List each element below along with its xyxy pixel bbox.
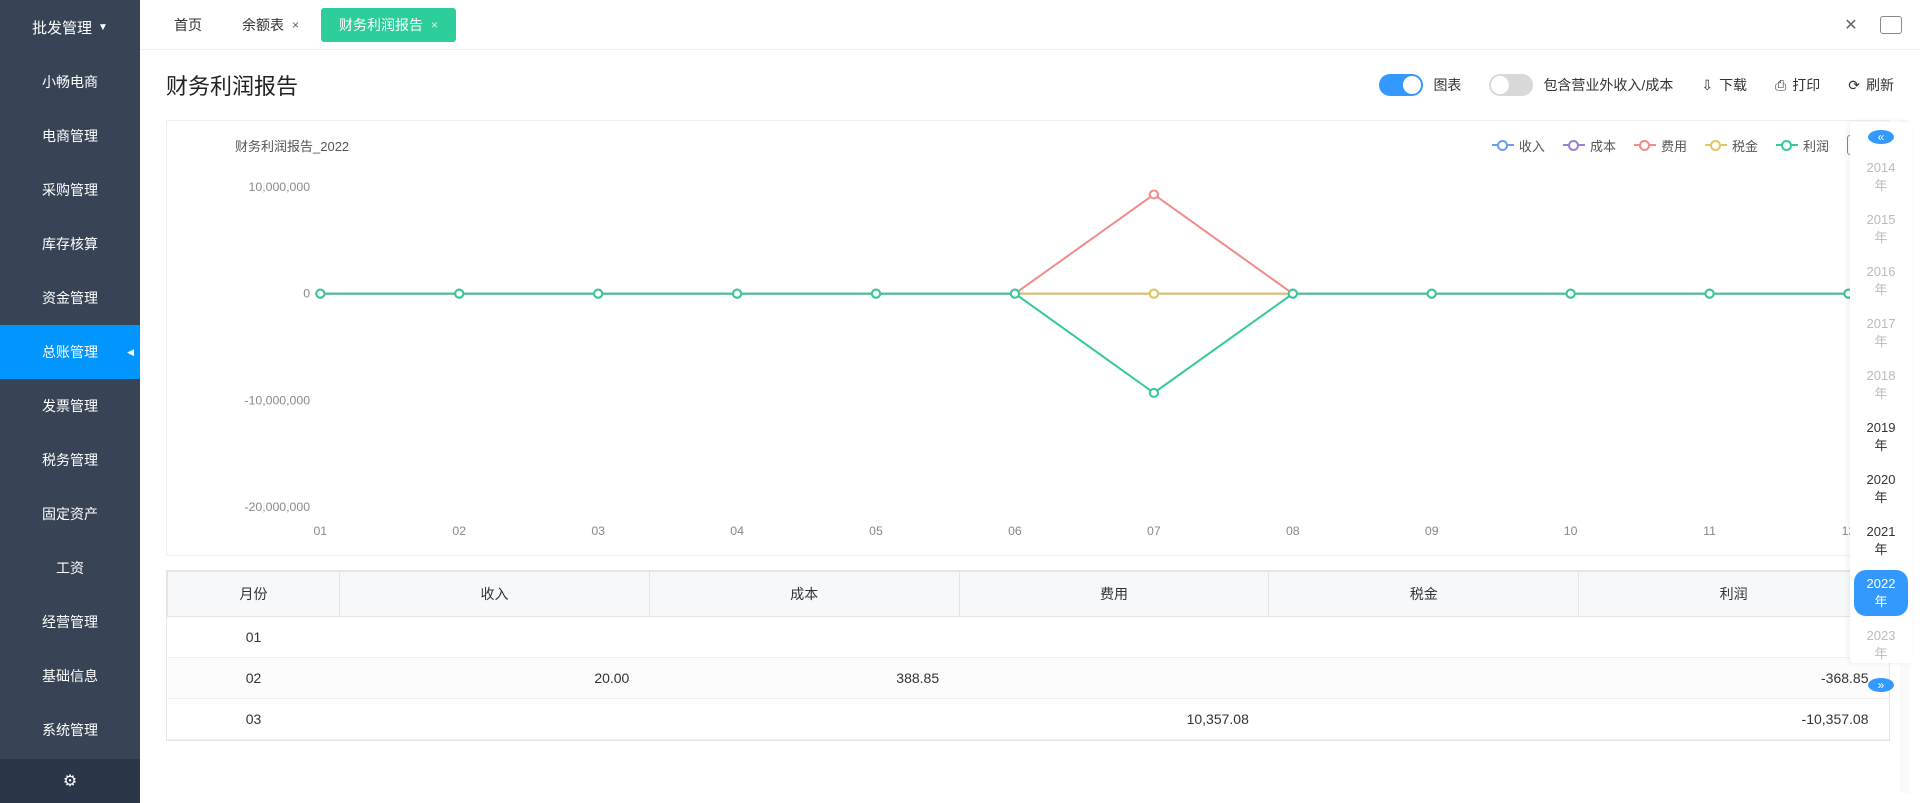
svg-text:10,000,000: 10,000,000 bbox=[249, 180, 311, 194]
table-row: 0310,357.08-10,357.08 bbox=[168, 699, 1889, 740]
year-rail: « 2014年 2015年 2016年 2017年 2018年 2019年 2020年 202… bbox=[1850, 122, 1912, 663]
year-item: 2014年 bbox=[1854, 154, 1908, 200]
chart-title: 财务利润报告_2022 bbox=[235, 136, 349, 155]
sidebar-item[interactable]: 税务管理 bbox=[0, 433, 140, 487]
toggle-chart-label: 图表 bbox=[1433, 75, 1461, 95]
svg-text:03: 03 bbox=[591, 524, 605, 538]
svg-text:11: 11 bbox=[1703, 524, 1716, 538]
page-title: 财务利润报告 bbox=[166, 69, 298, 101]
svg-text:04: 04 bbox=[730, 524, 744, 538]
sidebar-item[interactable]: 固定资产 bbox=[0, 487, 140, 541]
tabs-bar: 首页余额表×财务利润报告× ✕ bbox=[140, 0, 1920, 50]
sidebar-item[interactable]: 工资 bbox=[0, 541, 140, 595]
svg-text:07: 07 bbox=[1147, 524, 1161, 538]
table-row: 0220.00388.85-368.85 bbox=[168, 658, 1889, 699]
sidebar-header-label: 批发管理 bbox=[32, 17, 92, 38]
year-item: 2017年 bbox=[1854, 310, 1908, 356]
chart-svg: -20,000,000 -10,000,000 0 10,000,000 01 02 03 0… bbox=[187, 167, 1869, 547]
sidebar-header[interactable]: 批发管理 ▼ bbox=[0, 0, 140, 55]
legend-item[interactable]: 收入 bbox=[1492, 136, 1545, 155]
svg-text:-20,000,000: -20,000,000 bbox=[244, 500, 310, 514]
svg-text:08: 08 bbox=[1286, 524, 1300, 538]
svg-text:0: 0 bbox=[303, 287, 310, 301]
legend-marker-icon bbox=[1492, 141, 1514, 149]
data-table: 月份收入成本费用税金利润010220.00388.85-368.850310,3… bbox=[166, 570, 1890, 741]
legend-marker-icon bbox=[1634, 141, 1656, 149]
tab[interactable]: 首页 bbox=[156, 8, 220, 42]
sidebar-item[interactable]: 总账管理 bbox=[0, 325, 140, 379]
year-rail-up-button[interactable]: « bbox=[1868, 130, 1894, 144]
svg-text:06: 06 bbox=[1008, 524, 1022, 538]
toggle-chart[interactable] bbox=[1379, 74, 1423, 96]
tab-close-icon[interactable]: × bbox=[292, 18, 299, 32]
gear-icon[interactable]: ⚙ bbox=[63, 771, 77, 791]
download-icon: ⇩ bbox=[1701, 77, 1713, 94]
legend-marker-icon bbox=[1776, 141, 1798, 149]
legend-marker-icon bbox=[1705, 141, 1727, 149]
svg-text:-10,000,000: -10,000,000 bbox=[244, 393, 310, 407]
sidebar-item[interactable]: 资金管理 bbox=[0, 271, 140, 325]
close-tab-button[interactable]: ✕ bbox=[1838, 12, 1864, 38]
sidebar-item[interactable]: 小畅电商 bbox=[0, 55, 140, 109]
toggle-extra-income[interactable] bbox=[1489, 74, 1533, 96]
svg-text:02: 02 bbox=[452, 524, 466, 538]
legend-item[interactable]: 利润 bbox=[1776, 136, 1829, 155]
year-item: 2016年 bbox=[1854, 258, 1908, 304]
legend-item[interactable]: 成本 bbox=[1563, 136, 1616, 155]
sidebar-item[interactable]: 采购管理 bbox=[0, 163, 140, 217]
tab[interactable]: 财务利润报告× bbox=[321, 8, 456, 42]
tab[interactable]: 余额表× bbox=[224, 8, 317, 42]
sidebar: 批发管理 ▼ 小畅电商电商管理采购管理库存核算资金管理总账管理发票管理税务管理固… bbox=[0, 0, 140, 803]
table-header: 费用 bbox=[959, 572, 1269, 617]
sidebar-item[interactable]: 经营管理 bbox=[0, 595, 140, 649]
svg-text:01: 01 bbox=[313, 524, 327, 538]
sidebar-item[interactable]: 库存核算 bbox=[0, 217, 140, 271]
year-item: 2018年 bbox=[1854, 362, 1908, 408]
chart-panel: 财务利润报告_2022 收入成本费用税金利润💾 -20,000,000-10,0… bbox=[166, 120, 1890, 556]
legend-marker-icon bbox=[1563, 141, 1585, 149]
table-header: 收入 bbox=[340, 572, 650, 617]
year-item[interactable]: 2021年 bbox=[1854, 518, 1908, 564]
year-item: 2023年 bbox=[1854, 622, 1908, 668]
print-button[interactable]: ⎙ 打印 bbox=[1775, 75, 1820, 95]
sidebar-item[interactable]: 系统管理 bbox=[0, 703, 140, 757]
tab-close-icon[interactable]: × bbox=[431, 18, 438, 32]
sidebar-item[interactable]: 基础信息 bbox=[0, 649, 140, 703]
svg-text:10: 10 bbox=[1564, 524, 1578, 538]
table-row: 01 bbox=[168, 617, 1889, 658]
refresh-button[interactable]: ⟳ 刷新 bbox=[1848, 75, 1894, 95]
main-area: 首页余额表×财务利润报告× ✕ 财务利润报告 图表 包含营业外收入/成本 bbox=[140, 0, 1920, 803]
sidebar-footer: ⚙ bbox=[0, 759, 140, 803]
legend-item[interactable]: 费用 bbox=[1634, 136, 1687, 155]
legend-item[interactable]: 税金 bbox=[1705, 136, 1758, 155]
svg-text:09: 09 bbox=[1425, 524, 1439, 538]
page-header: 财务利润报告 图表 包含营业外收入/成本 ⇩ 下载 ⎙ 打印 bbox=[140, 50, 1920, 120]
print-icon: ⎙ bbox=[1775, 77, 1786, 94]
year-item: 2015年 bbox=[1854, 206, 1908, 252]
sidebar-item[interactable]: 发票管理 bbox=[0, 379, 140, 433]
caret-down-icon: ▼ bbox=[98, 22, 108, 33]
year-item[interactable]: 2019年 bbox=[1854, 414, 1908, 460]
toggle-extra-label: 包含营业外收入/成本 bbox=[1543, 75, 1673, 95]
refresh-icon: ⟳ bbox=[1848, 77, 1860, 94]
sidebar-item[interactable]: 电商管理 bbox=[0, 109, 140, 163]
year-rail-down-button[interactable]: » bbox=[1868, 678, 1894, 692]
svg-text:05: 05 bbox=[869, 524, 883, 538]
fullscreen-button[interactable] bbox=[1878, 12, 1904, 38]
download-button[interactable]: ⇩ 下载 bbox=[1701, 75, 1747, 95]
table-header: 月份 bbox=[168, 572, 340, 617]
table-header: 成本 bbox=[649, 572, 959, 617]
year-item[interactable]: 2022年 bbox=[1854, 570, 1908, 616]
year-item[interactable]: 2020年 bbox=[1854, 466, 1908, 512]
table-header: 税金 bbox=[1269, 572, 1579, 617]
table-header: 利润 bbox=[1579, 572, 1889, 617]
